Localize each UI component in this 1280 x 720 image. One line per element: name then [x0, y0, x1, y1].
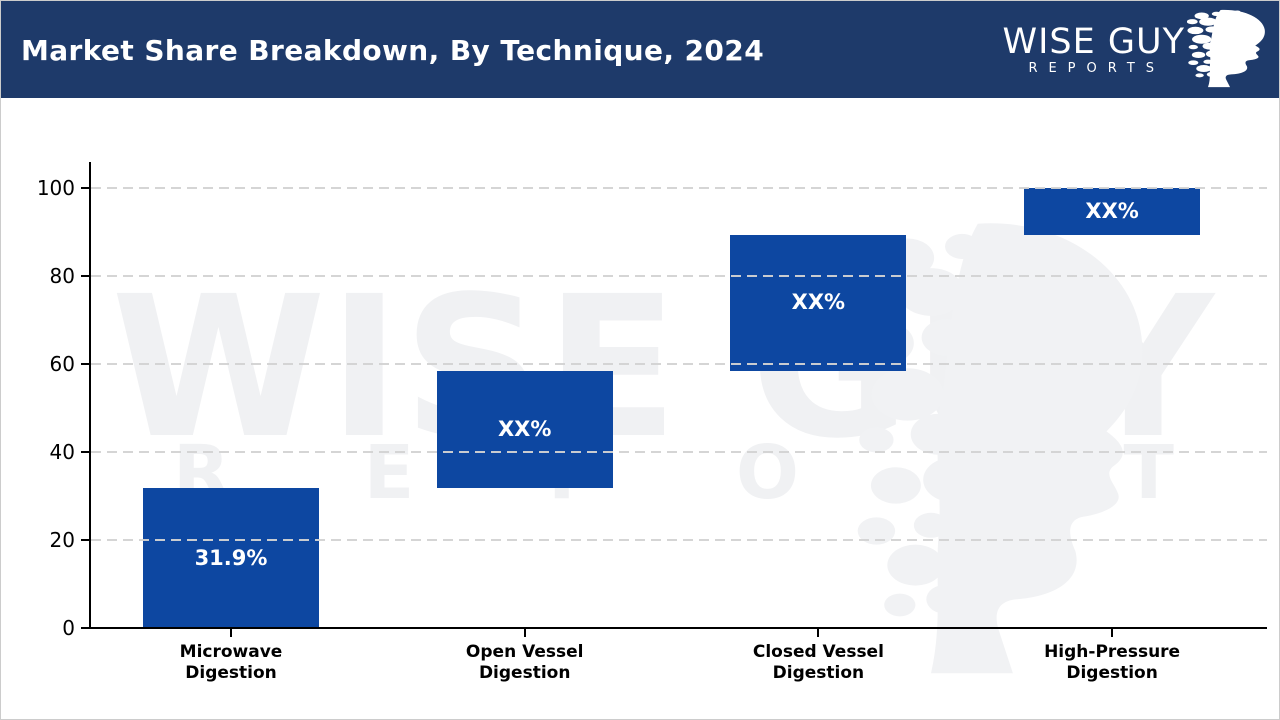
x-tick-label: Open Vessel Digestion	[410, 642, 640, 684]
x-tick-mark	[817, 629, 820, 637]
y-tick-label: 0	[62, 616, 75, 640]
bar-value-label: XX%	[791, 290, 846, 315]
gridline-y-60	[91, 363, 1267, 365]
bar-value-label: 31.9%	[194, 545, 268, 570]
x-tick-label-line: Digestion	[1066, 663, 1158, 683]
bar-4: XX%	[1024, 188, 1201, 236]
gridline-y-100	[91, 187, 1267, 189]
plot-area: 31.9% XX% XX% XX% 0 20 40 60 80 100 Microwave Diges…	[1, 98, 1279, 719]
x-tick-label-line: Digestion	[185, 663, 277, 683]
x-tick-mark	[230, 629, 232, 637]
brand-face-icon	[1187, 9, 1265, 88]
brand-logo-primary-text: WISE GUY	[1002, 21, 1185, 62]
x-axis-line	[89, 627, 1267, 629]
x-tick-mark	[1111, 629, 1114, 637]
y-tick-mark	[81, 363, 89, 365]
bar-value-label: XX%	[1085, 199, 1139, 223]
x-tick-mark	[523, 629, 526, 637]
brand-logo-secondary-text: REPORTS	[1028, 61, 1166, 77]
x-tick-label-line: Digestion	[772, 663, 865, 683]
bar-2: XX%	[436, 371, 613, 488]
x-tick-label-line: Microwave	[179, 642, 283, 662]
brand-logo: WISE GUY REPORTS	[1002, 7, 1271, 93]
chart-body: WISE GUY R E P O R T S 31.9%XX%XX%XX%020…	[1, 98, 1279, 719]
y-tick-mark	[81, 275, 89, 277]
y-tick-mark	[81, 627, 89, 629]
x-tick-label: Closed Vessel Digestion	[703, 642, 933, 684]
y-tick-mark	[81, 187, 89, 189]
y-tick-label: 100	[36, 176, 75, 200]
x-tick-label-line: Open Vessel	[465, 642, 584, 662]
bar-1: 31.9%	[143, 487, 319, 628]
x-tick-label: High-Pressure Digestion	[997, 642, 1227, 684]
y-tick-mark	[81, 539, 89, 541]
y-tick-label: 60	[49, 352, 75, 376]
y-axis-line	[89, 162, 91, 628]
brand-logo-words: WISE GUY REPORTS	[1002, 21, 1185, 77]
x-tick-label-line: Digestion	[478, 663, 571, 683]
bar-3: XX%	[730, 235, 907, 372]
bar-value-label: XX%	[497, 417, 552, 442]
header-band: Market Share Breakdown, By Technique, 20…	[1, 1, 1279, 98]
x-tick-label: Microwave Digestion	[116, 642, 346, 684]
y-tick-mark	[81, 451, 89, 453]
y-tick-label: 20	[49, 528, 75, 552]
y-tick-label: 40	[49, 440, 75, 464]
gridline-y-40	[91, 451, 1267, 453]
y-tick-label: 80	[49, 264, 75, 288]
page-title: Market Share Breakdown, By Technique, 20…	[21, 34, 765, 67]
gridline-y-80	[91, 275, 1267, 277]
x-tick-label-line: Closed Vessel	[752, 642, 884, 662]
gridline-y-20	[91, 539, 1267, 541]
x-tick-label-line: High-Pressure	[1044, 642, 1181, 662]
